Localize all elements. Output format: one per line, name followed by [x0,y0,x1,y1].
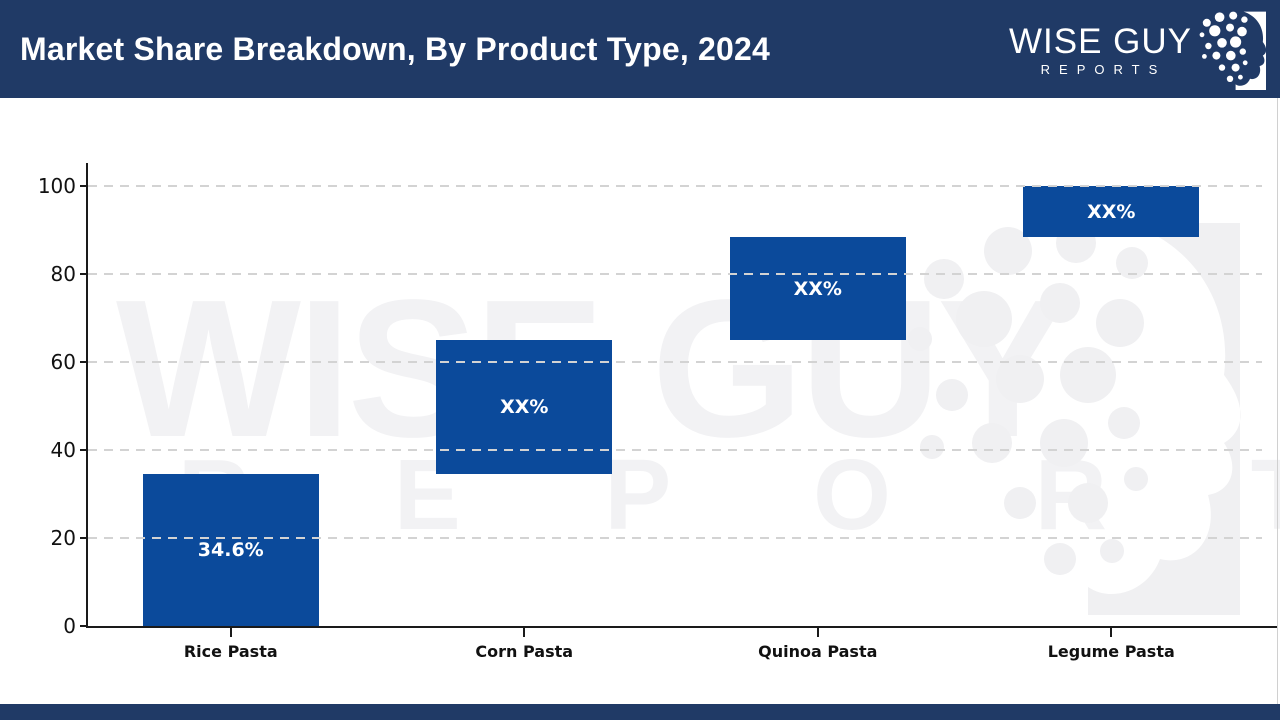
page-title: Market Share Breakdown, By Product Type,… [20,30,770,67]
gridline-40 [88,449,1262,451]
y-tick-label-20: 20 [50,526,76,550]
y-tick-20 [80,537,88,539]
x-tick-label-legume-pasta: Legume Pasta [1047,642,1175,661]
x-axis-line [86,626,1277,628]
header-bar: Market Share Breakdown, By Product Type,… [0,0,1280,98]
y-tick-label-80: 80 [50,262,76,286]
gridline-20 [88,537,1262,539]
x-tick-label-rice-pasta: Rice Pasta [183,642,278,661]
gridline-60 [88,361,1262,363]
y-tick-label-40: 40 [50,438,76,462]
y-tick-label-0: 0 [63,614,76,638]
logo-head-icon [1199,11,1266,90]
wise-guy-logo: WISE GUY REPORTS [1006,6,1266,94]
bar-rice-pasta: 34.6% [142,473,319,626]
logo-wordmark: WISE GUY REPORTS [1009,24,1192,77]
y-tick-100 [80,185,88,187]
x-tick-label-quinoa-pasta: Quinoa Pasta [758,642,878,661]
y-tick-label-100: 100 [37,174,76,198]
y-tick-0 [80,625,88,627]
right-edge-line [1277,98,1278,704]
y-tick-label-60: 60 [50,350,76,374]
y-tick-40 [80,449,88,451]
y-tick-60 [80,361,88,363]
bar-value-label-corn-pasta: XX% [500,395,549,418]
logo-wordmark-line2: REPORTS [1040,61,1167,77]
x-tick-quinoa-pasta [816,628,819,637]
x-tick-corn-pasta [523,628,526,637]
bar-legume-pasta: XX% [1023,186,1200,238]
y-tick-80 [80,273,88,275]
gridline-100 [88,185,1262,187]
waterfall-chart: 0 20 40 60 80 100 34.6% XX% XX% XX% Rice Pasta Corn… [0,98,1280,704]
gridline-80 [88,273,1262,275]
y-axis-line [86,163,88,628]
bar-value-label-quinoa-pasta: XX% [793,277,842,300]
bar-value-label-rice-pasta: 34.6% [197,538,264,561]
footer-bar [0,704,1280,720]
x-tick-label-corn-pasta: Corn Pasta [475,642,574,661]
logo-wordmark-line1: WISE GUY [1008,21,1192,61]
x-tick-rice-pasta [229,628,232,637]
bar-value-label-legume-pasta: XX% [1087,200,1136,223]
bar-quinoa-pasta: XX% [729,237,906,340]
x-tick-legume-pasta [1110,628,1113,637]
watermark-head-icon [908,223,1241,615]
